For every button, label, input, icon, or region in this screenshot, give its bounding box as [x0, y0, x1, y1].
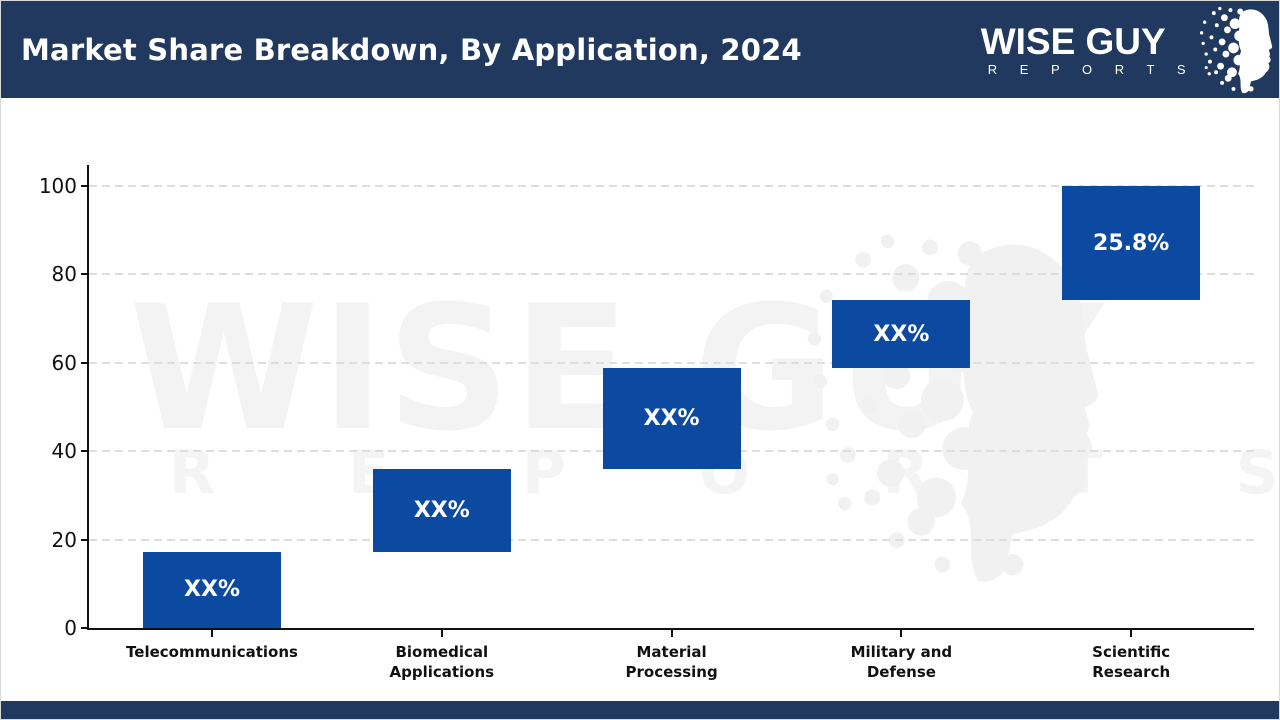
x-category-label-line: Telecommunications — [126, 643, 298, 661]
x-tick — [1130, 630, 1133, 637]
x-category-label-line: Research — [1092, 663, 1171, 681]
brand-text: WISE GUY R E P O R T S — [981, 23, 1195, 76]
y-tick — [81, 450, 88, 453]
x-category-label: Scientific Research — [1011, 642, 1251, 682]
bar-value-label: 25.8% — [1093, 230, 1170, 256]
x-category-label: Telecommunications — [92, 642, 332, 662]
x-axis-line — [87, 628, 1254, 630]
y-tick-label: 80 — [51, 262, 77, 287]
x-category-label: Military and Defense — [781, 642, 1021, 682]
x-tick — [900, 630, 903, 637]
x-category-label-line: Processing — [625, 663, 718, 681]
header-bar: Market Share Breakdown, By Application, … — [1, 1, 1279, 98]
x-category-label: Biomedical Applications — [322, 642, 562, 682]
x-category-label-line: Military and — [850, 643, 953, 661]
gridline — [89, 273, 1254, 276]
bar: XX% — [372, 469, 511, 552]
bar-value-label: XX% — [873, 321, 930, 347]
brand-name: WISE GUY — [980, 21, 1166, 62]
x-tick — [211, 630, 213, 637]
bar: XX% — [602, 368, 741, 470]
y-tick — [81, 627, 88, 629]
x-category-label-line: Biomedical — [395, 643, 489, 661]
gridline — [89, 538, 1254, 541]
x-category-label-line: Material — [636, 643, 707, 661]
bar: 25.8% — [1062, 186, 1201, 301]
page-title: Market Share Breakdown, By Application, … — [21, 32, 802, 67]
bar-value-label: XX% — [643, 406, 700, 432]
x-category-label: Material Processing — [552, 642, 792, 682]
y-tick — [81, 538, 88, 541]
bar: XX% — [143, 551, 281, 628]
brand-subtitle: R E P O R T S — [987, 62, 1195, 77]
y-tick-label: 60 — [51, 350, 77, 375]
y-tick-label: 20 — [51, 527, 77, 552]
x-category-label-line: Defense — [866, 663, 936, 681]
brand-logo: WISE GUY R E P O R T S — [981, 4, 1279, 95]
bar-value-label: XX% — [413, 498, 470, 524]
gridline — [89, 185, 1254, 187]
y-tick — [81, 361, 88, 364]
x-tick — [440, 630, 443, 637]
gridline — [89, 361, 1254, 364]
x-category-label-line: Applications — [389, 663, 495, 681]
x-category-label-line: Scientific — [1092, 643, 1171, 661]
y-tick-label: 100 — [38, 174, 77, 198]
x-tick — [670, 630, 673, 637]
watermark-head-icon — [807, 234, 1098, 582]
y-tick — [81, 185, 88, 187]
y-axis-line — [87, 165, 89, 630]
bar-value-label: XX% — [184, 577, 240, 603]
bar: XX% — [832, 300, 971, 369]
y-tick-label: 40 — [51, 439, 77, 464]
footer-bar — [1, 701, 1279, 719]
y-tick-label: 0 — [64, 616, 77, 640]
y-tick — [81, 273, 88, 276]
